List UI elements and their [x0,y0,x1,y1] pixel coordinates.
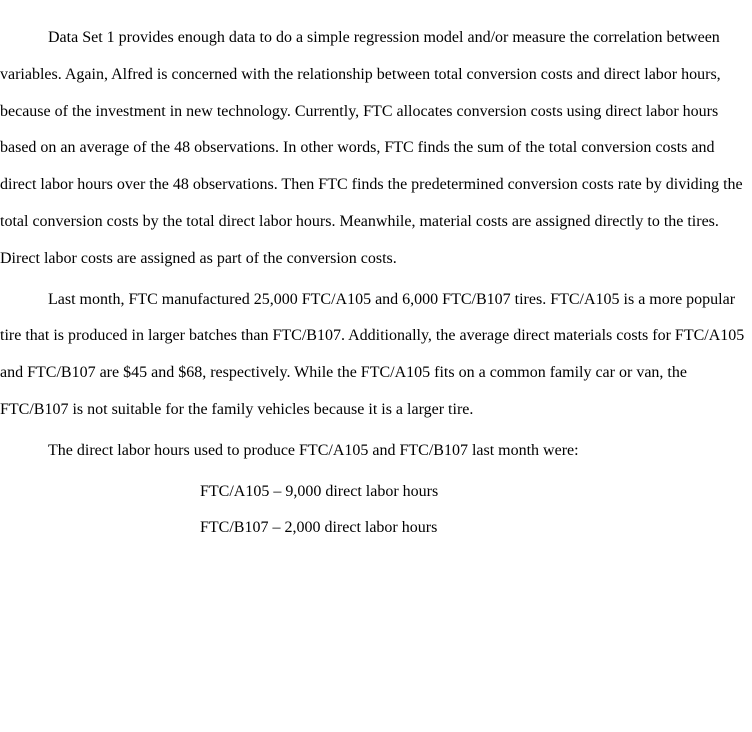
paragraph-3: The direct labor hours used to produce F… [0,433,752,470]
data-line-1: FTC/A105 – 9,000 direct labor hours [0,474,752,511]
document-body: Data Set 1 provides enough data to do a … [0,20,752,547]
data-line-2: FTC/B107 – 2,000 direct labor hours [0,510,752,547]
paragraph-1: Data Set 1 provides enough data to do a … [0,20,752,278]
paragraph-2: Last month, FTC manufactured 25,000 FTC/… [0,282,752,429]
